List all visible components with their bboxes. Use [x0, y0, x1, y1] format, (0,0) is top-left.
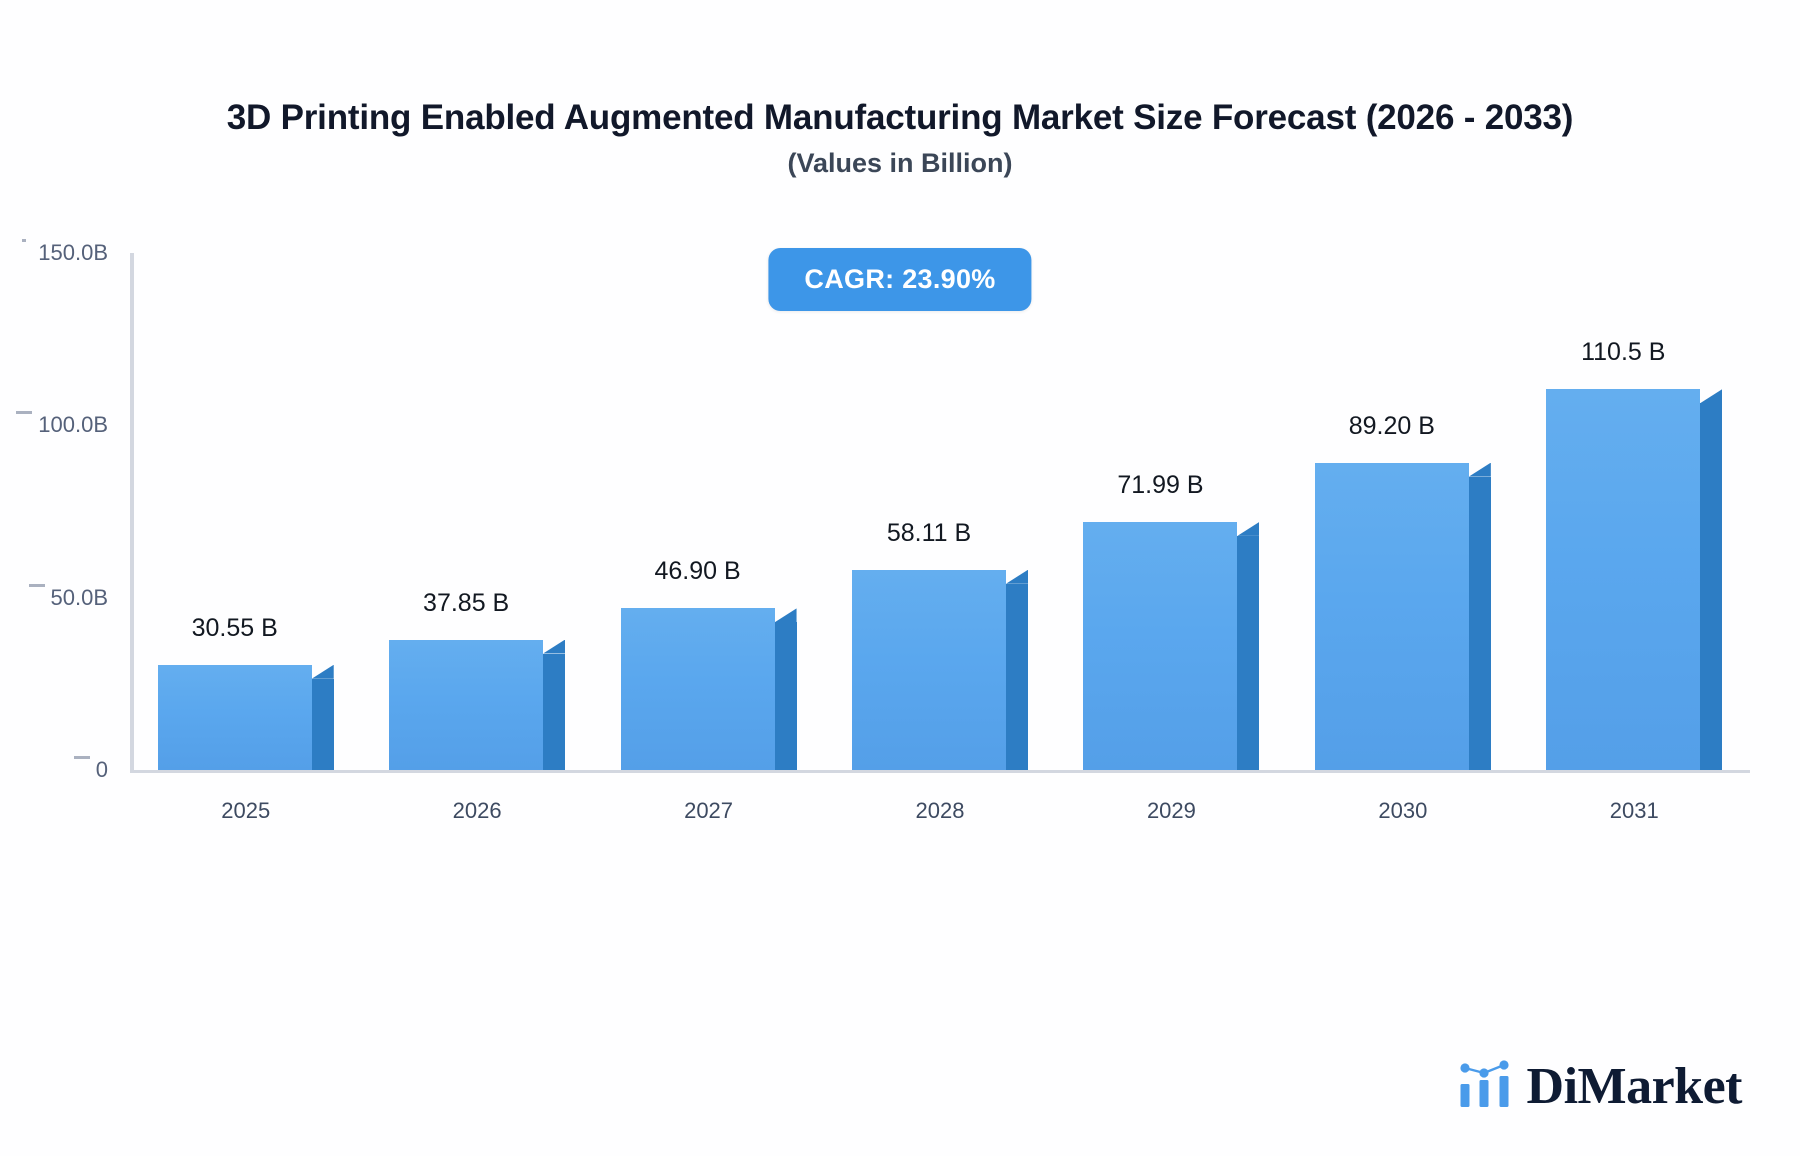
bar-side-face	[311, 678, 334, 770]
x-axis-tick-label: 2027	[684, 798, 734, 823]
bar[interactable]	[1083, 521, 1260, 770]
bar-side-face	[1468, 476, 1491, 770]
bar-value-label: 71.99 B	[1117, 470, 1204, 499]
x-axis-tick-label: 2028	[915, 798, 965, 823]
bar-top-face	[543, 639, 566, 654]
bar-side-face	[1237, 535, 1260, 770]
bar-chart-logo-icon	[1457, 1059, 1513, 1114]
bar[interactable]	[389, 639, 566, 770]
bar-front-face	[620, 608, 775, 770]
bar-side-face	[543, 653, 566, 770]
cagr-badge: CAGR: 23.90%	[768, 248, 1032, 311]
bar-group[interactable]: 37.85 B	[389, 253, 566, 770]
bar[interactable]	[157, 664, 334, 770]
bar-front-face	[157, 664, 312, 770]
x-axis-tick-label: 2025	[221, 798, 271, 823]
bar[interactable]	[620, 608, 797, 770]
bar-group[interactable]: 89.20 B	[1314, 253, 1491, 770]
y-axis-tick-mark	[73, 756, 90, 759]
x-axis-line	[130, 770, 1750, 773]
x-axis-tick-label: 2029	[1146, 798, 1196, 823]
bar-top-face	[1468, 462, 1491, 477]
bar-front-face	[389, 639, 544, 770]
bar-group[interactable]: 58.11 B	[852, 253, 1028, 770]
bar-value-label: 89.20 B	[1348, 411, 1435, 440]
bar[interactable]	[1314, 462, 1491, 770]
bar-top-face	[1237, 521, 1260, 536]
bar[interactable]	[1546, 389, 1723, 770]
y-axis-tick-mark	[22, 239, 27, 242]
chart-title: 3D Printing Enabled Augmented Manufactur…	[226, 98, 1574, 137]
logo-wordmark: DiMarket	[1526, 1057, 1743, 1115]
bar-front-face	[852, 569, 1006, 770]
bar-value-label: 58.11 B	[886, 518, 972, 547]
bar-series: 30.55 B 37.85 B 46.90 B 58.11 B 71.99 B 89.20…	[130, 253, 1750, 770]
bar-group[interactable]: 71.99 B	[1083, 253, 1260, 770]
bar-front-face	[1083, 521, 1238, 770]
x-axis-tick-label: 2026	[452, 798, 502, 823]
bar-value-label: 37.85 B	[423, 588, 510, 617]
plot-area: 30.55 B 37.85 B 46.90 B 58.11 B 71.99 B 89.20…	[16, 239, 1750, 823]
bar-side-face	[1006, 583, 1028, 770]
bar-side-face	[1700, 403, 1723, 770]
y-axis-tick-label: 50.0B	[28, 583, 108, 611]
chart-subtitle: (Values in Billion)	[787, 148, 1013, 178]
bar-value-label: 46.90 B	[654, 557, 741, 586]
bar-group[interactable]: 30.55 B	[157, 253, 334, 770]
y-axis-tick-label: 0	[73, 756, 108, 783]
y-axis-tick-label: 100.0B	[16, 411, 108, 438]
bar[interactable]	[852, 569, 1028, 770]
y-axis-tick-mark	[16, 411, 33, 415]
bar-top-face	[311, 664, 334, 679]
x-axis-tick-label: 2030	[1378, 798, 1428, 823]
bar-group[interactable]: 110.5 B	[1546, 253, 1723, 770]
y-axis-tick-label: 150.0B	[22, 239, 108, 266]
bar-top-face	[1700, 389, 1723, 404]
bar-front-face	[1314, 462, 1469, 770]
x-axis-tick-label: 2031	[1609, 798, 1659, 823]
bar-top-face	[774, 608, 797, 623]
bar-top-face	[1006, 569, 1028, 584]
y-axis-tick-mark	[28, 583, 45, 587]
y-axis-line	[130, 253, 134, 770]
bar-value-label: 30.55 B	[191, 613, 278, 642]
dimarket-logo: DiMarket	[1457, 1057, 1743, 1115]
bar-value-label: 110.5 B	[1581, 338, 1666, 367]
bar-side-face	[774, 622, 797, 770]
bar-group[interactable]: 46.90 B	[620, 253, 797, 770]
bar-front-face	[1546, 389, 1701, 770]
